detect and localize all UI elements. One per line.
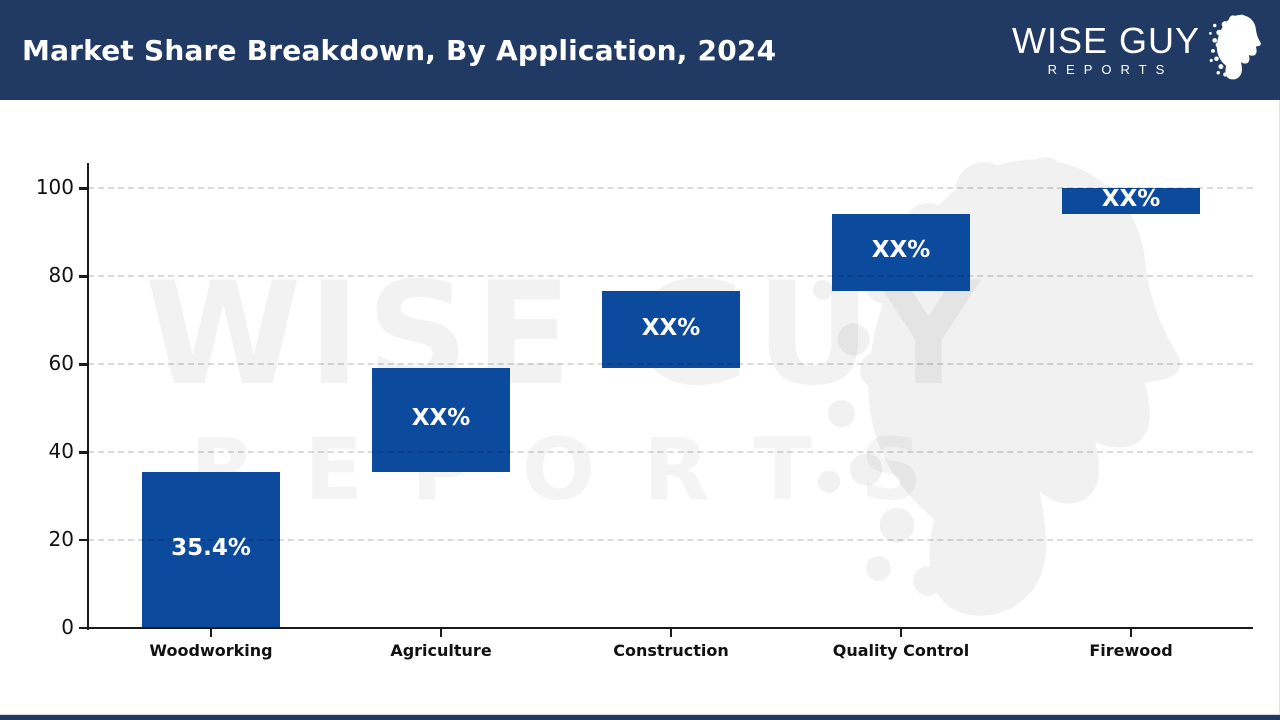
logo-text: WISE GUY REPORTS [1011, 20, 1200, 78]
y-tick-label: 20 [48, 527, 74, 552]
y-tick-label: 60 [48, 351, 74, 376]
x-axis-category-label: Woodworking [149, 641, 273, 660]
y-tick-mark [79, 539, 88, 542]
x-axis-line [87, 627, 1253, 630]
x-tick-mark [1130, 629, 1133, 637]
head-profile-icon [1208, 14, 1261, 80]
gridline [88, 187, 1253, 190]
gridline [88, 363, 1253, 366]
y-tick-label: 80 [48, 263, 74, 288]
x-axis-category-label: Firewood [1089, 641, 1173, 660]
x-tick-mark [670, 629, 673, 637]
x-axis-category-label: Quality Control [832, 641, 970, 660]
y-tick-label: 40 [48, 439, 74, 464]
bar [832, 213, 970, 291]
y-tick-mark [79, 187, 88, 190]
y-tick-label: 0 [61, 615, 74, 639]
chart-area: 0 20 40 60 80 100 35.4% Woodworking XX% Agricultu… [0, 100, 1280, 714]
gridline [88, 451, 1253, 454]
y-tick-mark [79, 363, 88, 366]
x-axis-category-label: Construction [613, 641, 729, 660]
x-tick-mark [900, 629, 903, 637]
footer-bar [0, 714, 1280, 720]
y-tick-label: 100 [35, 175, 74, 200]
gridline [88, 539, 1253, 542]
bar-value-label: XX% [411, 405, 471, 432]
wise-guy-logo: WISE GUY REPORTS [1012, 11, 1262, 89]
bar-value-label: 35.4% [171, 535, 251, 562]
bar [142, 472, 280, 628]
x-tick-mark [210, 629, 213, 637]
logo-name: WISE GUY [1011, 20, 1200, 61]
x-tick-mark [440, 629, 443, 637]
bar-value-label: XX% [641, 314, 701, 341]
bar [372, 368, 510, 473]
bar [602, 290, 740, 369]
y-tick-mark [79, 275, 88, 278]
y-tick-mark [79, 451, 88, 454]
bar-value-label: XX% [871, 237, 931, 264]
page-title: Market Share Breakdown, By Application, … [22, 33, 777, 67]
y-tick-mark [79, 627, 88, 630]
x-axis-category-label: Agriculture [390, 641, 492, 660]
y-axis-line [87, 163, 90, 630]
bar [1062, 188, 1200, 214]
bar-value-label: XX% [1101, 186, 1161, 213]
logo-subname: REPORTS [1047, 62, 1174, 77]
header-bar: Market Share Breakdown, By Application, … [0, 0, 1280, 100]
gridline [88, 275, 1253, 278]
